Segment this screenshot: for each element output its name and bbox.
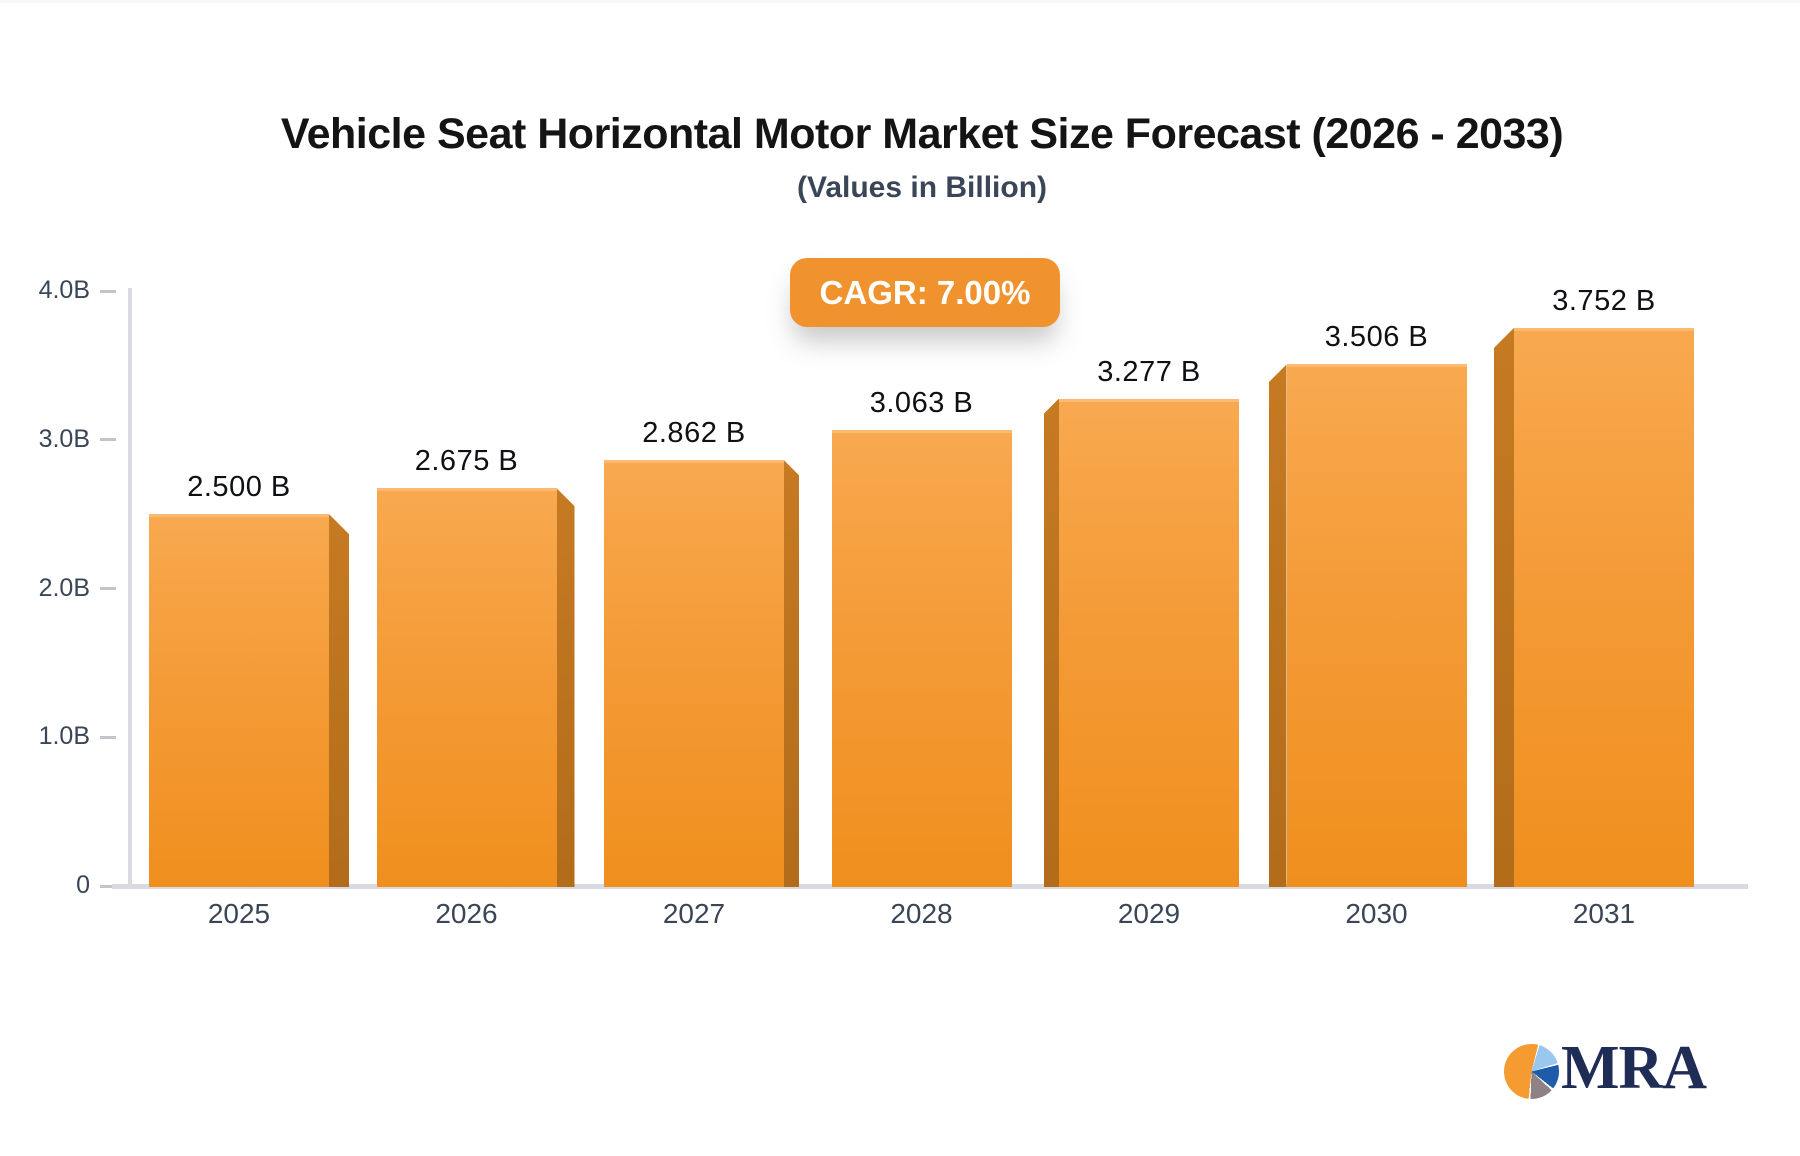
bar-3d-side-2030	[1268, 364, 1287, 887]
bar-2027[interactable]	[604, 460, 784, 887]
brand-logo-text: MRA	[1561, 1034, 1707, 1102]
bar-value-label: 3.506 B	[1324, 321, 1429, 354]
y-tick-dash	[100, 587, 116, 590]
y-tick-dash	[100, 735, 116, 739]
top-border-strip	[0, 0, 1800, 3]
x-axis-label-2030: 2030	[1345, 898, 1408, 929]
y-axis-line	[128, 288, 132, 889]
bar-value-label: 3.063 B	[869, 387, 974, 420]
bar-3d-side-2031	[1494, 327, 1514, 887]
bar-2030[interactable]	[1286, 364, 1467, 887]
bar-value-label: 2.862 B	[642, 417, 746, 450]
y-axis-label: 4.0B	[38, 276, 90, 304]
chart-title: Vehicle Seat Horizontal Motor Market Siz…	[280, 110, 1564, 158]
y-tick-dash	[100, 438, 116, 442]
pie-chart-logo-icon	[1504, 1043, 1559, 1099]
bar-3d-side-2025	[329, 514, 349, 887]
bar-value-label: 3.752 B	[1552, 284, 1656, 317]
y-axis-label: 3.0B	[38, 424, 90, 453]
y-axis-label: 0	[76, 871, 90, 899]
bar-value-label: 2.675 B	[414, 445, 519, 478]
bar-3d-side-2027	[784, 460, 799, 887]
x-axis-label-2028: 2028	[890, 898, 953, 929]
x-axis-label-2025: 2025	[207, 898, 271, 929]
brand-logo[interactable]: MRA	[1504, 1033, 1707, 1103]
bar-value-label: 2.500 B	[187, 471, 291, 504]
x-axis-label-2026: 2026	[435, 898, 498, 929]
cagr-badge: CAGR: 7.00%	[790, 258, 1060, 327]
y-tick-dash	[100, 884, 116, 888]
cagr-badge-label: CAGR: 7.00%	[819, 273, 1031, 311]
bar-2029[interactable]	[1059, 398, 1239, 887]
bar-3d-side-2026	[556, 488, 575, 887]
y-tick-dash	[100, 289, 116, 293]
bar-2026[interactable]	[376, 488, 557, 887]
x-axis-label-2029: 2029	[1117, 898, 1181, 929]
bar-value-label: 3.277 B	[1097, 355, 1201, 388]
bar-2025[interactable]	[149, 514, 329, 887]
bar-2028[interactable]	[831, 430, 1012, 887]
bar-3d-side-2029	[1044, 398, 1059, 887]
y-axis-label: 1.0B	[38, 722, 90, 751]
chart-subtitle: (Values in Billion)	[796, 171, 1048, 204]
x-axis-label-2031: 2031	[1572, 898, 1636, 929]
bar-2031[interactable]	[1514, 327, 1694, 887]
x-axis-label-2027: 2027	[662, 898, 726, 929]
y-axis-label: 2.0B	[38, 573, 90, 602]
